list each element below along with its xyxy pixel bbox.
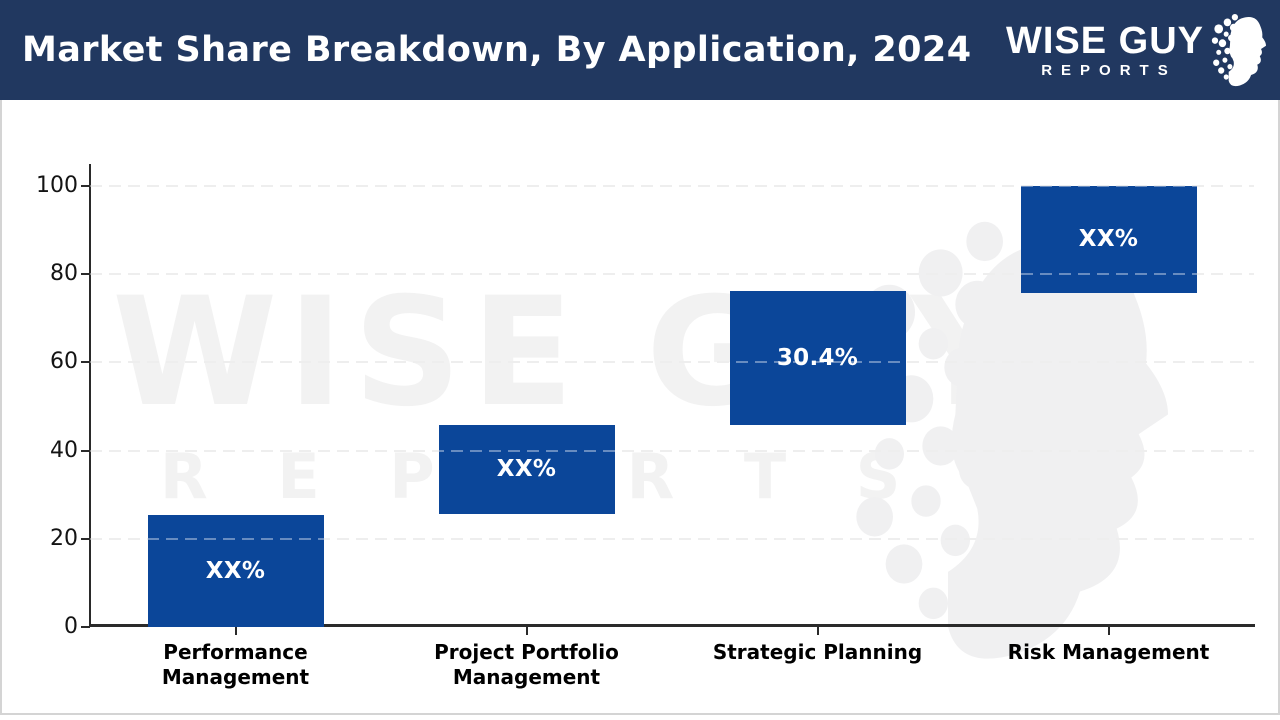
x-category-label-2: Strategic Planning [712, 640, 923, 664]
y-tick-label-0: 0 [64, 614, 78, 639]
x-tick-0 [234, 627, 237, 635]
gridline-60 [90, 361, 1254, 364]
gridline-overlay-40 [90, 449, 1254, 452]
x-tick-2 [816, 627, 819, 635]
gridline-20 [90, 537, 1254, 540]
bar-3: XX% [1020, 186, 1197, 293]
y-axis-line [89, 164, 91, 627]
bar-value-label-1: XX% [496, 456, 557, 483]
gridline-overlay-20 [90, 537, 1254, 540]
gridline-80 [90, 273, 1254, 276]
x-tick-1 [525, 627, 528, 635]
gridline-overlay-80 [90, 273, 1254, 276]
y-tick-label-40: 40 [50, 437, 78, 463]
x-category-label-3: Risk Management [1007, 640, 1210, 664]
bar-0: XX% [147, 514, 324, 627]
bar-value-label-3: XX% [1078, 226, 1139, 253]
logo-wise-guy-text: WISE GUY [1005, 20, 1204, 62]
header-bar: Market Share Breakdown, By Application, … [0, 0, 1280, 100]
y-tick-label-20: 20 [50, 525, 78, 551]
bar-value-label-2: 30.4% [776, 344, 859, 371]
dotted-face-icon [1211, 13, 1266, 87]
gridline-40 [90, 449, 1254, 452]
y-tick-0 [81, 626, 90, 628]
logo-reports-text: REPORTS [1041, 62, 1177, 79]
y-tick-20 [81, 537, 90, 540]
waterfall-bar-plot: 0 20 40 60 80 100 XX% XX% 30.4% XX% Performance Man… [2, 100, 1278, 713]
x-category-label-1: Project Portfolio Management [434, 640, 619, 689]
bar-value-label-0: XX% [205, 557, 266, 584]
bar-1: XX% [438, 424, 615, 515]
y-tick-60 [81, 361, 90, 364]
y-tick-100 [81, 185, 90, 187]
y-tick-label-100: 100 [36, 173, 78, 198]
y-tick-label-60: 60 [50, 349, 78, 375]
x-category-label-0: Performance Management [161, 640, 310, 689]
wise-guy-reports-logo: WISE GUY REPORTS [1006, 6, 1268, 94]
chart-canvas: WISE GUY R E P O R T S 020406080100XX%XX… [0, 100, 1280, 715]
y-tick-label-80: 80 [50, 261, 78, 287]
x-tick-3 [1107, 627, 1110, 635]
logo-text: WISE GUY REPORTS [1006, 22, 1204, 79]
gridline-overlay-100 [90, 185, 1254, 187]
bar-2: 30.4% [729, 290, 906, 426]
y-tick-80 [81, 273, 90, 276]
x-axis-line [89, 624, 1255, 627]
y-tick-40 [81, 449, 90, 452]
gridline-overlay-60 [90, 361, 1254, 364]
gridline-100 [90, 185, 1254, 187]
page-title: Market Share Breakdown, By Application, … [22, 30, 972, 70]
